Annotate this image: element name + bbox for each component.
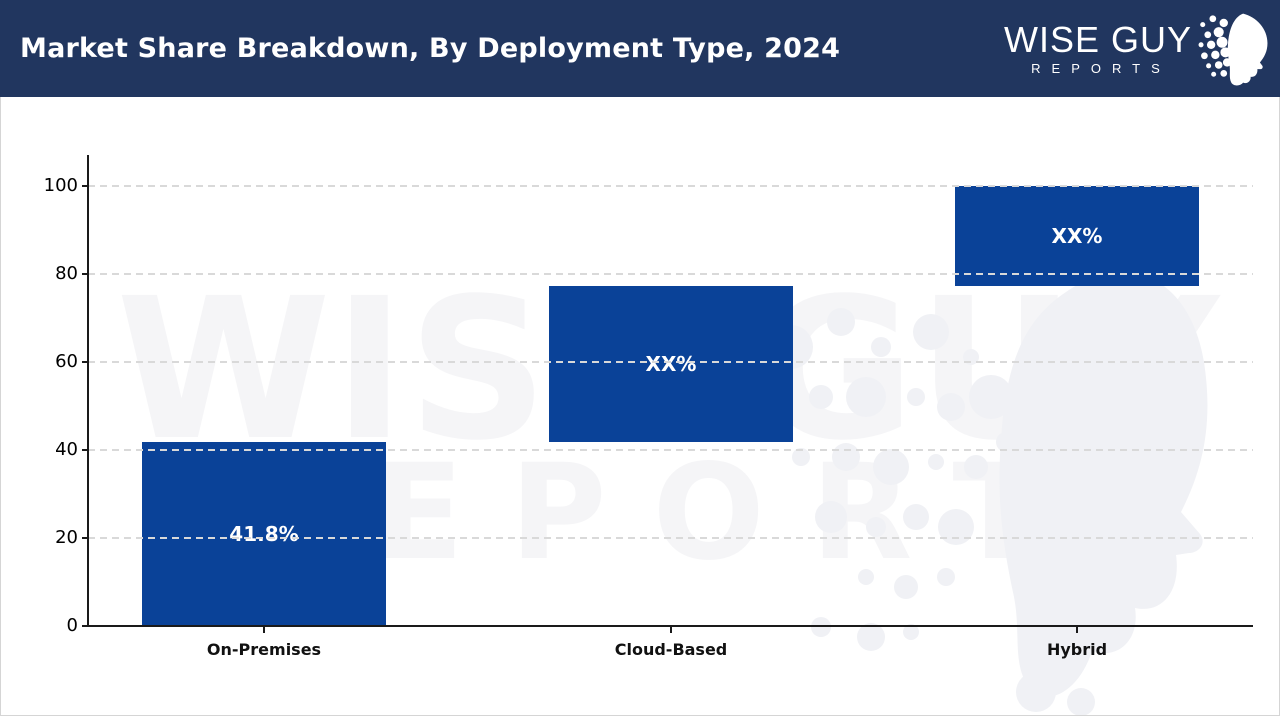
logo-text: WISE GUY REPORTS	[1003, 18, 1192, 76]
watermark-face-icon	[769, 272, 1208, 715]
logo-wordmark: WISE GUY	[1003, 18, 1192, 60]
header-bar: Market Share Breakdown, By Deployment Ty…	[0, 0, 1280, 97]
logo-face-icon	[1198, 13, 1268, 85]
logo-subtext: REPORTS	[1031, 60, 1171, 76]
chart-title: Market Share Breakdown, By Deployment Ty…	[20, 33, 841, 64]
brand-logo: WISE GUY REPORTS	[1004, 7, 1280, 91]
chart-card: WISE GUY REPORTS	[0, 97, 1280, 716]
